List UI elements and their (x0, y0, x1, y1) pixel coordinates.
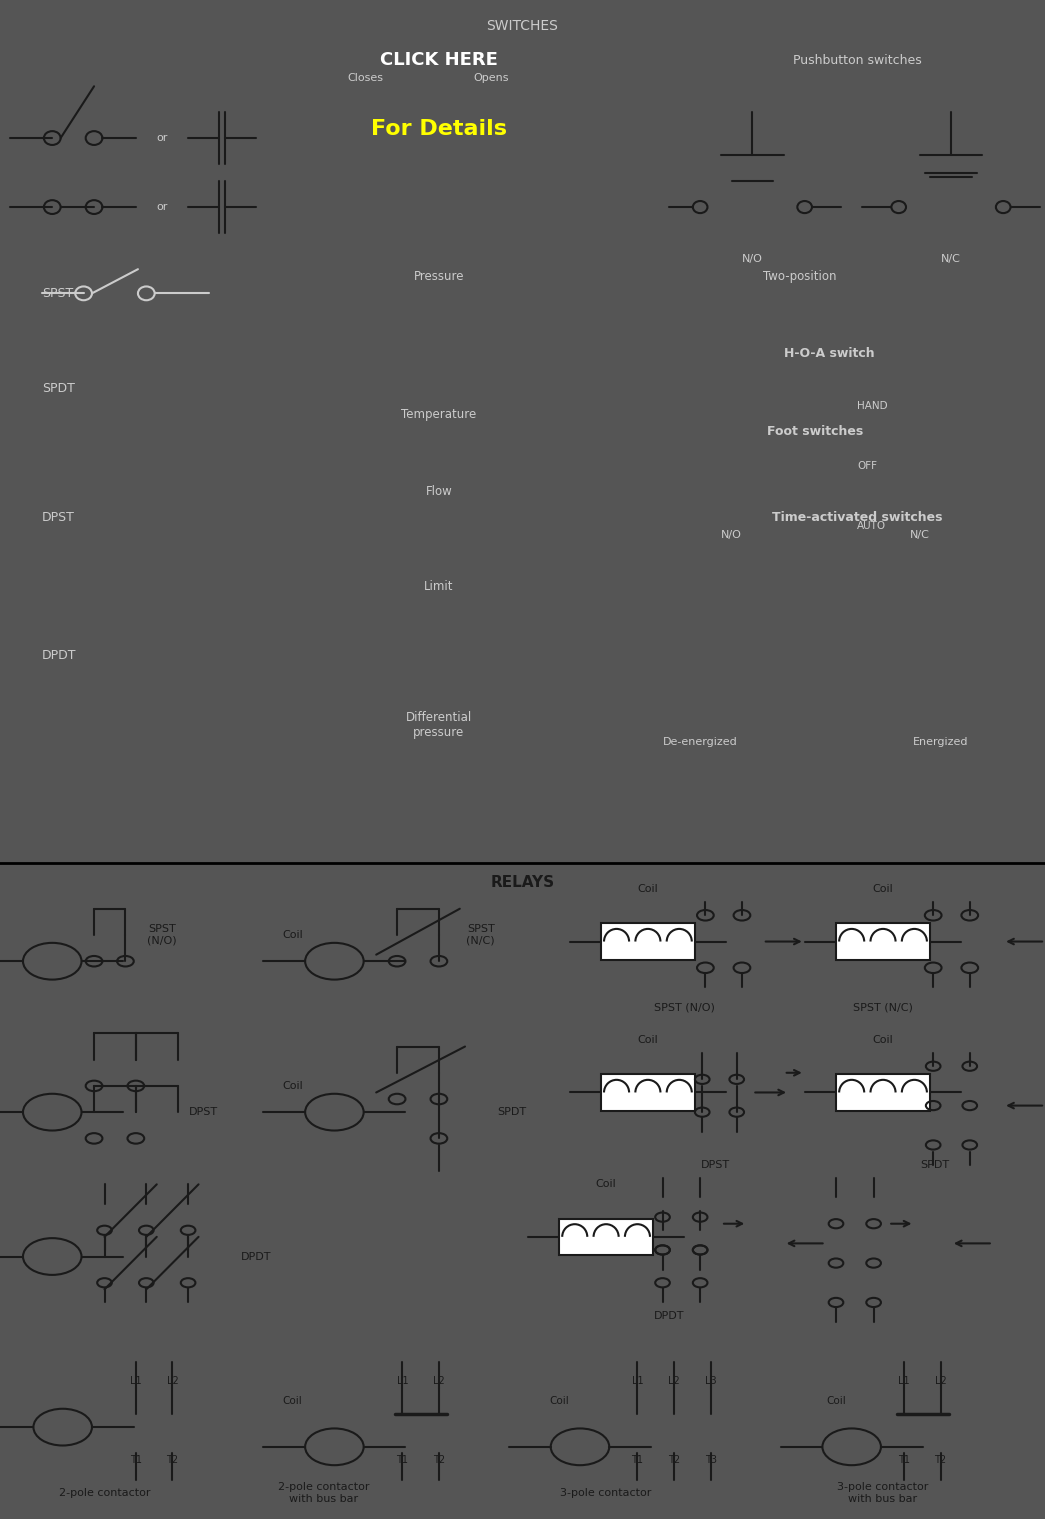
Text: Coil: Coil (282, 1082, 303, 1091)
Text: Foot switches: Foot switches (767, 425, 863, 437)
Text: Coil: Coil (873, 1034, 893, 1045)
Text: T1: T1 (130, 1455, 142, 1464)
Text: N/O: N/O (721, 530, 742, 539)
Text: Coil: Coil (873, 884, 893, 895)
Text: T2: T2 (166, 1455, 179, 1464)
Text: T1: T1 (898, 1455, 910, 1464)
Text: Pressure: Pressure (414, 269, 464, 283)
Text: T2: T2 (934, 1455, 947, 1464)
Text: AUTO: AUTO (857, 521, 886, 532)
Text: SWITCHES: SWITCHES (487, 18, 558, 33)
Text: T2: T2 (433, 1455, 445, 1464)
Text: T1: T1 (396, 1455, 409, 1464)
Bar (559, 1218, 653, 1255)
Text: Pushbutton switches: Pushbutton switches (792, 53, 922, 67)
Bar (601, 924, 695, 960)
Text: L2: L2 (934, 1376, 947, 1387)
Text: 3-pole contactor
with bus bar: 3-pole contactor with bus bar (837, 1483, 929, 1504)
Text: SPDT: SPDT (42, 381, 74, 395)
Text: Coil: Coil (596, 1179, 617, 1189)
Text: DPDT: DPDT (240, 1252, 272, 1261)
Text: L2: L2 (668, 1376, 680, 1387)
Text: T2: T2 (668, 1455, 680, 1464)
Text: or: or (157, 202, 167, 213)
Text: Temperature: Temperature (401, 407, 477, 421)
Text: DPST: DPST (189, 1107, 218, 1116)
Text: Coil: Coil (282, 930, 303, 940)
Text: T3: T3 (704, 1455, 717, 1464)
Text: Coil: Coil (827, 1396, 845, 1407)
Text: Coil: Coil (637, 884, 658, 895)
Text: L1: L1 (130, 1376, 142, 1387)
Text: SPDT: SPDT (921, 1159, 950, 1170)
Text: SPST (N/O): SPST (N/O) (654, 1003, 715, 1012)
Text: SPDT: SPDT (497, 1107, 527, 1116)
Text: Flow: Flow (425, 485, 452, 498)
Bar (836, 1074, 930, 1110)
Text: SPST
(N/C): SPST (N/C) (466, 924, 495, 946)
Text: DPDT: DPDT (42, 649, 76, 662)
Text: Differential
pressure: Differential pressure (405, 711, 472, 738)
Text: N/O: N/O (742, 254, 763, 264)
Text: Energized: Energized (912, 737, 969, 747)
Text: Closes: Closes (348, 73, 384, 82)
Text: HAND: HAND (857, 401, 887, 410)
Text: N/C: N/C (940, 254, 961, 264)
Text: L2: L2 (166, 1376, 179, 1387)
Bar (836, 924, 930, 960)
Text: 2-pole contactor
with bus bar: 2-pole contactor with bus bar (278, 1483, 370, 1504)
Text: OFF: OFF (857, 460, 877, 471)
Text: De-energized: De-energized (663, 737, 738, 747)
Text: T1: T1 (631, 1455, 644, 1464)
Text: For Details: For Details (371, 120, 507, 140)
Text: SPST (N/C): SPST (N/C) (853, 1003, 913, 1012)
Text: L2: L2 (433, 1376, 445, 1387)
Text: 3-pole contactor: 3-pole contactor (560, 1487, 652, 1498)
Text: L1: L1 (396, 1376, 409, 1387)
Text: Coil: Coil (637, 1034, 658, 1045)
Text: H-O-A switch: H-O-A switch (784, 348, 875, 360)
Text: Opens: Opens (473, 73, 509, 82)
Text: DPST: DPST (701, 1159, 730, 1170)
Text: Two-position: Two-position (763, 269, 836, 283)
Text: Coil: Coil (283, 1396, 302, 1407)
Text: or: or (157, 134, 167, 143)
Text: L3: L3 (704, 1376, 717, 1387)
Text: RELAYS: RELAYS (490, 875, 555, 890)
Text: Limit: Limit (424, 580, 454, 594)
Text: CLICK HERE: CLICK HERE (380, 52, 497, 70)
Text: L1: L1 (631, 1376, 644, 1387)
Text: Coil: Coil (550, 1396, 568, 1407)
Text: DPST: DPST (42, 512, 74, 524)
Text: Time-activated switches: Time-activated switches (771, 512, 943, 524)
Text: SPST
(N/O): SPST (N/O) (147, 924, 177, 946)
Text: DPDT: DPDT (653, 1311, 684, 1320)
Text: L1: L1 (898, 1376, 910, 1387)
Bar (601, 1074, 695, 1110)
Text: SPST: SPST (42, 287, 73, 299)
Text: N/C: N/C (909, 530, 930, 539)
Text: 2-pole contactor: 2-pole contactor (59, 1487, 150, 1498)
